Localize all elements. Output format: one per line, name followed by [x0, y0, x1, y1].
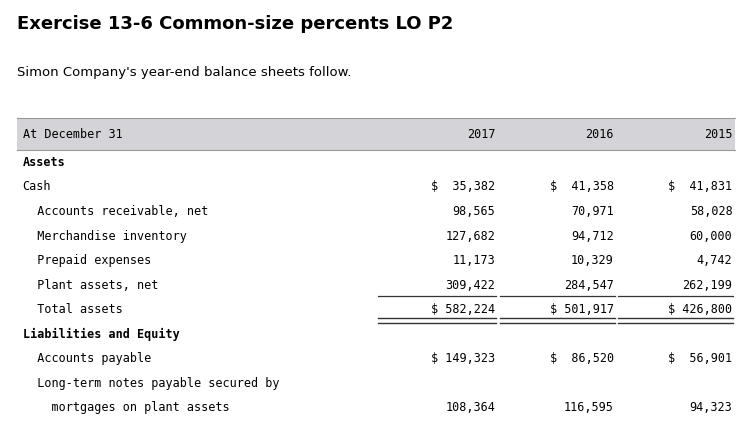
Text: Exercise 13-6 Common-size percents LO P2: Exercise 13-6 Common-size percents LO P2	[17, 15, 453, 33]
Text: Simon Company's year-end balance sheets follow.: Simon Company's year-end balance sheets …	[17, 66, 351, 79]
Text: 94,323: 94,323	[690, 401, 732, 414]
Text: $  41,831: $ 41,831	[669, 181, 732, 193]
FancyBboxPatch shape	[17, 118, 735, 150]
Text: $  41,358: $ 41,358	[550, 181, 614, 193]
Text: 2016: 2016	[585, 128, 614, 141]
Text: Total assets: Total assets	[23, 303, 123, 316]
Text: $  56,901: $ 56,901	[669, 352, 732, 365]
Text: 116,595: 116,595	[564, 401, 614, 414]
Text: $  86,520: $ 86,520	[550, 352, 614, 365]
Text: $ 149,323: $ 149,323	[431, 352, 496, 365]
Text: 60,000: 60,000	[690, 230, 732, 242]
Text: 108,364: 108,364	[445, 401, 496, 414]
Text: Accounts payable: Accounts payable	[23, 352, 151, 365]
Text: 58,028: 58,028	[690, 205, 732, 218]
Text: 284,547: 284,547	[564, 279, 614, 291]
Text: 98,565: 98,565	[453, 205, 496, 218]
Text: 262,199: 262,199	[683, 279, 732, 291]
Text: 10,329: 10,329	[571, 254, 614, 267]
Text: 11,173: 11,173	[453, 254, 496, 267]
Text: Assets: Assets	[23, 156, 65, 169]
Text: $  35,382: $ 35,382	[431, 181, 496, 193]
Text: 70,971: 70,971	[571, 205, 614, 218]
Text: mortgages on plant assets: mortgages on plant assets	[23, 401, 229, 414]
Text: Liabilities and Equity: Liabilities and Equity	[23, 328, 179, 341]
Text: 2015: 2015	[704, 128, 732, 141]
Text: 94,712: 94,712	[571, 230, 614, 242]
Text: Prepaid expenses: Prepaid expenses	[23, 254, 151, 267]
Text: 127,682: 127,682	[445, 230, 496, 242]
Text: Cash: Cash	[23, 181, 51, 193]
Text: 4,742: 4,742	[697, 254, 732, 267]
Text: At December 31: At December 31	[23, 128, 123, 141]
Text: $ 501,917: $ 501,917	[550, 303, 614, 316]
Text: 309,422: 309,422	[445, 279, 496, 291]
Text: $ 426,800: $ 426,800	[669, 303, 732, 316]
Text: Plant assets, net: Plant assets, net	[23, 279, 158, 291]
Text: Long-term notes payable secured by: Long-term notes payable secured by	[23, 377, 279, 390]
Text: Accounts receivable, net: Accounts receivable, net	[23, 205, 208, 218]
Text: $ 582,224: $ 582,224	[431, 303, 496, 316]
Text: Merchandise inventory: Merchandise inventory	[23, 230, 186, 242]
Text: 2017: 2017	[467, 128, 496, 141]
